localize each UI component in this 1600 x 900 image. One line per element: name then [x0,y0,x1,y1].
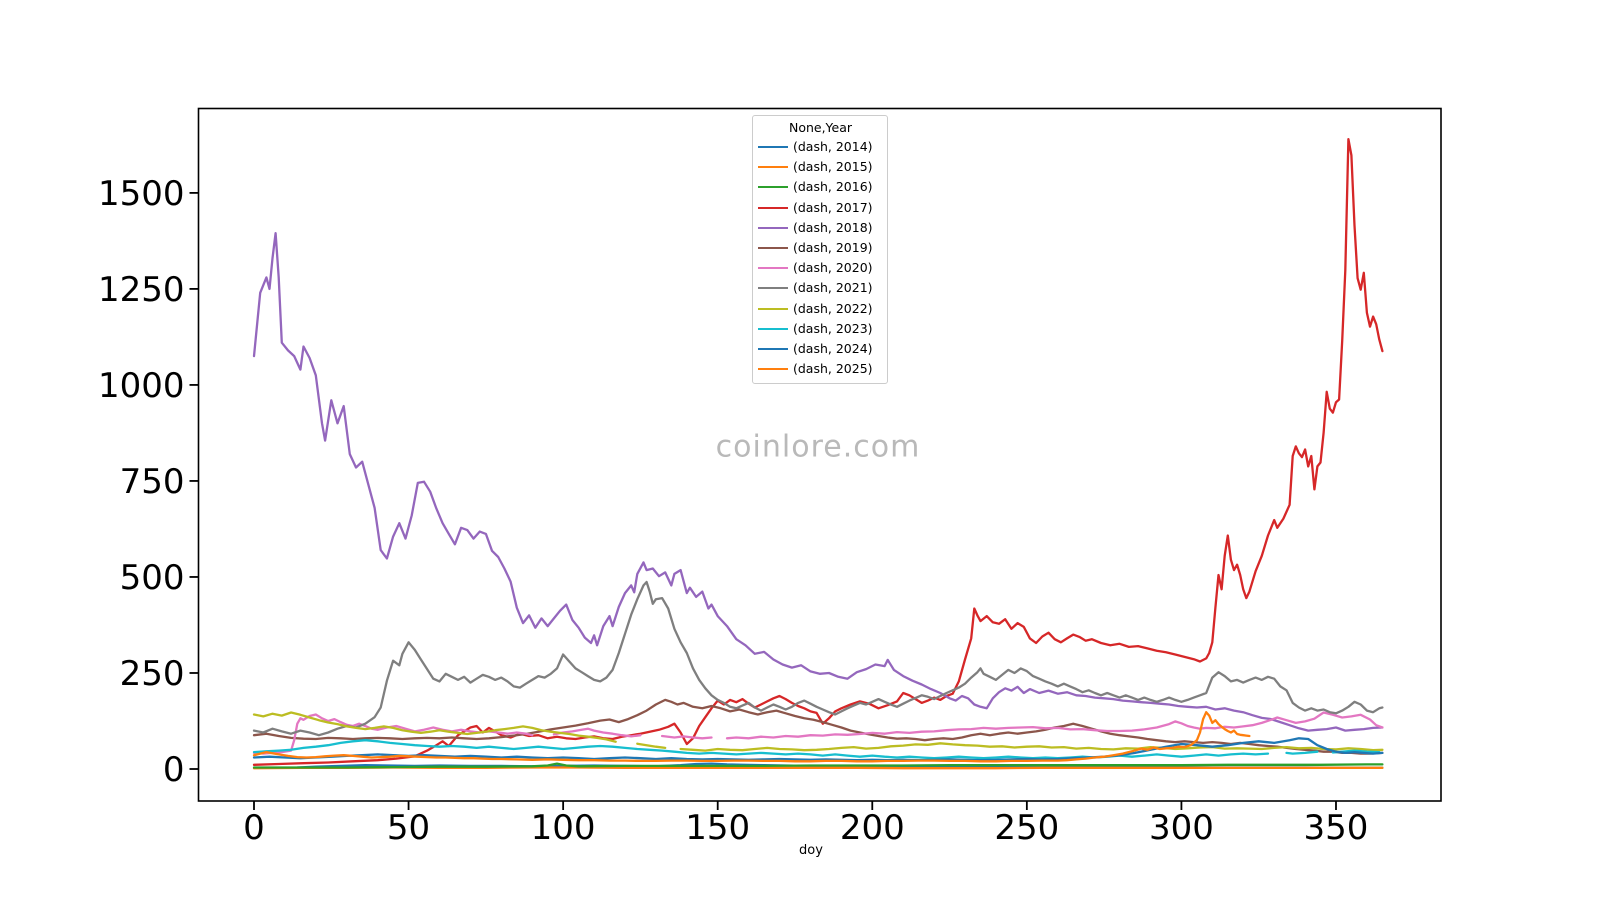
x-tick-label: 50 [387,808,430,848]
legend-line-sample [758,287,788,290]
legend-item-dash-2024: (dash, 2024) [758,339,883,359]
legend-line-sample [758,327,788,330]
legend-item-dash-2025: (dash, 2025) [758,359,883,379]
legend-item-dash-2023: (dash, 2023) [758,319,883,339]
legend-item-label: (dash, 2022) [793,300,873,316]
legend-item-label: (dash, 2016) [793,179,873,195]
x-tick-label: 150 [685,808,750,848]
series-line-dash-2021 [252,580,1384,737]
legend-line-sample [758,146,788,149]
series-line-dash-2018 [252,232,1384,732]
y-tick-label: 1500 [98,174,185,214]
x-tick-label: 250 [994,808,1059,848]
legend-item-label: (dash, 2017) [793,199,873,215]
x-tick-label: 100 [531,808,596,848]
y-tick-label: 1000 [98,366,185,406]
legend-item-label: (dash, 2025) [793,361,873,377]
legend-line-sample [758,307,788,310]
legend-line-sample [758,186,788,189]
x-tick-label: 0 [243,808,265,848]
legend-item-label: (dash, 2019) [793,239,873,255]
legend-item-dash-2021: (dash, 2021) [758,278,883,298]
legend-item-dash-2017: (dash, 2017) [758,198,883,218]
series-line-dash-2019 [252,698,1384,755]
series-line-dash-2022 [252,711,1384,752]
x-tick-label: 300 [1149,808,1214,848]
legend-item-dash-2022: (dash, 2022) [758,299,883,319]
legend: None,Year (dash, 2014) (dash, 2015) (das… [752,115,888,385]
legend-item-label: (dash, 2018) [793,219,873,235]
watermark: coinlore.com [715,429,921,465]
legend-line-sample [758,247,788,250]
legend-item-dash-2015: (dash, 2015) [758,157,883,177]
legend-line-sample [758,166,788,169]
legend-line-sample [758,206,788,209]
x-tick-label: 200 [840,808,905,848]
legend-line-sample [758,347,788,350]
y-tick-label: 0 [163,750,185,790]
legend-item-label: (dash, 2021) [793,280,873,296]
series-line-dash-2025 [252,711,1251,763]
legend-item-dash-2018: (dash, 2018) [758,218,883,238]
y-tick-label: 750 [120,462,185,502]
legend-item-label: (dash, 2024) [793,340,873,356]
y-tick-label: 250 [120,654,185,694]
series-line-dash-2016 [252,762,1384,769]
legend-item-label: (dash, 2023) [793,320,873,336]
legend-item-label: (dash, 2015) [793,159,873,175]
legend-item-label: (dash, 2020) [793,260,873,276]
legend-item-dash-2019: (dash, 2019) [758,238,883,258]
legend-item-dash-2020: (dash, 2020) [758,258,883,278]
series-line-dash-2020 [252,711,1384,755]
legend-line-sample [758,368,788,371]
legend-item-dash-2016: (dash, 2016) [758,177,883,197]
legend-item-label: (dash, 2014) [793,139,873,154]
plot-frame [197,107,1442,802]
x-axis-label: doy [799,843,823,858]
legend-item-dash-2014: (dash, 2014) [758,137,883,157]
legend-line-sample [758,267,788,270]
y-tick-label: 500 [120,558,185,598]
y-tick-label: 1250 [98,270,185,310]
x-tick-label: 350 [1304,808,1369,848]
legend-line-sample [758,226,788,229]
legend-title: None,Year [788,120,853,135]
